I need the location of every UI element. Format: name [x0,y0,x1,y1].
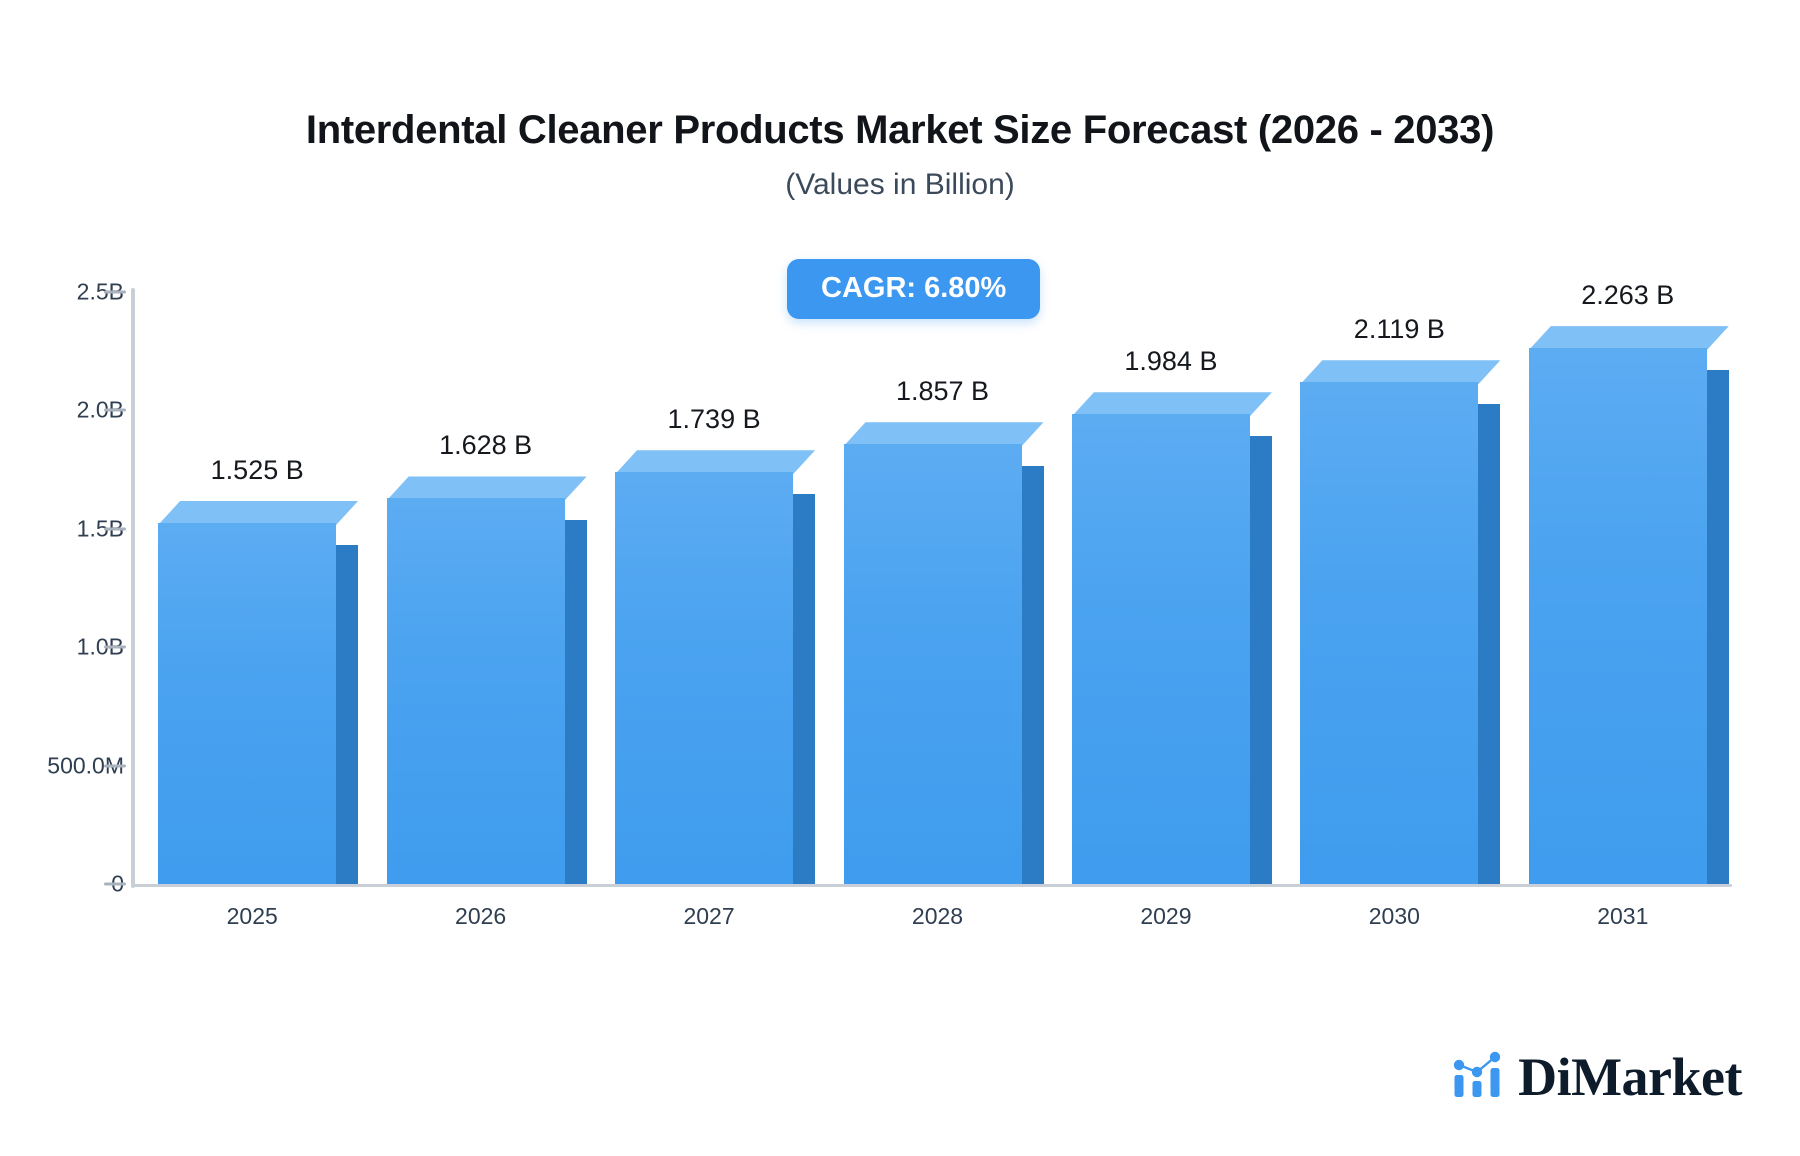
bar-side-face [1706,370,1729,884]
x-axis-label-2028: 2028 [911,903,964,929]
bar-top-face [386,476,587,501]
bar-2031[interactable] [1528,348,1707,884]
y-axis-tick-mark [104,408,126,412]
bar-2028[interactable] [843,444,1022,884]
bar-value-label: 1.857 B [895,376,990,407]
x-axis-label-2025: 2025 [226,903,278,929]
chart-title: Interdental Cleaner Products Market Size… [305,108,1495,152]
bar-top-face [158,500,359,525]
bar-side-face [336,544,359,884]
bar-top-face [1300,360,1501,385]
x-axis-label-2027: 2027 [683,903,735,929]
x-axis-label-2026: 2026 [455,903,507,929]
y-axis-tick-mark [104,645,126,649]
bar-side-face [1249,436,1272,884]
bar-side-face [1478,404,1501,884]
x-axis-label-2031: 2031 [1597,903,1649,929]
bar-top-face [1528,326,1729,351]
bar-2026[interactable] [386,498,565,884]
bar-2029[interactable] [1071,414,1250,884]
y-axis-tick-mark [104,527,126,531]
bar-top-face [615,450,816,475]
y-axis-line [131,288,135,888]
x-axis-label-2029: 2029 [1140,903,1192,929]
brand-logo: DiMarket [1452,1049,1742,1104]
bar-top-face [843,422,1044,447]
y-axis-tick-mark [104,764,126,768]
y-axis-tick-mark [104,882,126,886]
bar-side-face [564,520,587,884]
chart-subtitle: (Values in Billion) [785,168,1015,201]
bar-2027[interactable] [615,472,794,884]
bar-side-face [793,494,816,884]
bar-value-label: 1.739 B [667,404,761,435]
x-axis-line [131,884,1732,887]
chart-header: Interdental Cleaner Products Market Size… [0,108,1800,201]
bar-top-face [1071,392,1272,417]
bar-chart-icon [1452,1049,1504,1104]
bar-2025[interactable] [158,522,337,884]
bar-value-label: 2.263 B [1581,280,1675,311]
bar-value-label: 2.119 B [1353,314,1445,345]
bar-2030[interactable] [1300,382,1479,884]
x-axis-label-2030: 2030 [1368,903,1420,929]
cagr-badge: CAGR: 6.80% [787,259,1041,320]
bar-value-label: 1.525 B [210,454,304,485]
y-axis-tick-mark [104,290,126,294]
bar-value-label: 1.628 B [439,430,533,461]
brand-name: DiMarket [1518,1046,1742,1107]
bar-value-label: 1.984 B [1124,346,1218,377]
bar-side-face [1021,466,1044,884]
